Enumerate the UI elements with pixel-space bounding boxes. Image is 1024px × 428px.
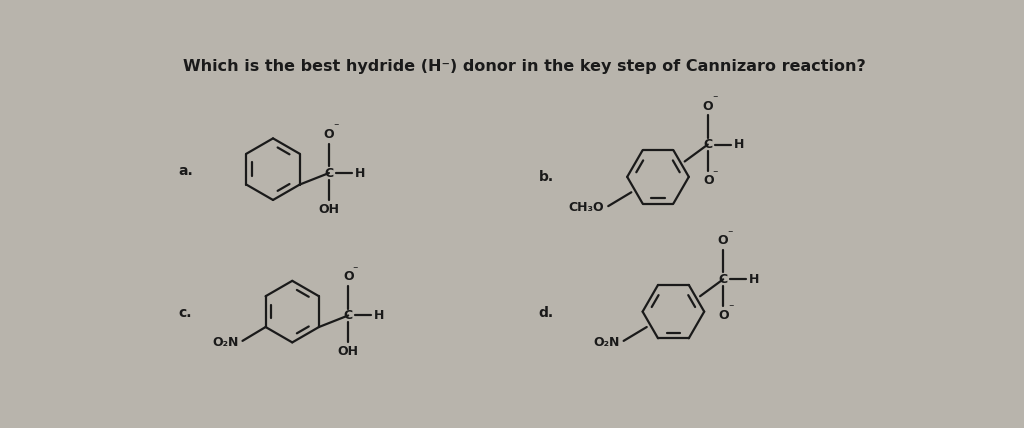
Text: H: H <box>733 138 743 151</box>
Text: b.: b. <box>539 170 554 184</box>
Text: ⁻: ⁻ <box>727 229 733 239</box>
Text: O: O <box>719 309 729 322</box>
Text: OH: OH <box>338 345 358 358</box>
Text: C: C <box>344 309 352 322</box>
Text: C: C <box>703 138 713 151</box>
Text: ⁻: ⁻ <box>712 94 718 104</box>
Text: OH: OH <box>318 203 339 216</box>
Text: O: O <box>718 234 728 247</box>
Text: c.: c. <box>178 306 191 320</box>
Text: O: O <box>343 270 353 283</box>
Text: O₂N: O₂N <box>594 336 620 349</box>
Text: O: O <box>702 100 713 113</box>
Text: C: C <box>325 166 334 179</box>
Text: H: H <box>749 273 759 286</box>
Text: C: C <box>719 273 728 286</box>
Text: H: H <box>354 166 365 179</box>
Text: Which is the best hydride (H⁻) donor in the key step of Cannizaro reaction?: Which is the best hydride (H⁻) donor in … <box>183 59 866 74</box>
Text: ⁻: ⁻ <box>728 303 733 314</box>
Text: CH₃O: CH₃O <box>568 201 604 214</box>
Text: ⁻: ⁻ <box>713 169 718 179</box>
Text: H: H <box>374 309 384 322</box>
Text: ⁻: ⁻ <box>352 265 357 275</box>
Text: O: O <box>703 174 714 187</box>
Text: a.: a. <box>178 164 194 178</box>
Text: O: O <box>324 128 334 141</box>
Text: ⁻: ⁻ <box>333 122 339 133</box>
Text: d.: d. <box>539 306 554 320</box>
Text: O₂N: O₂N <box>212 336 239 349</box>
